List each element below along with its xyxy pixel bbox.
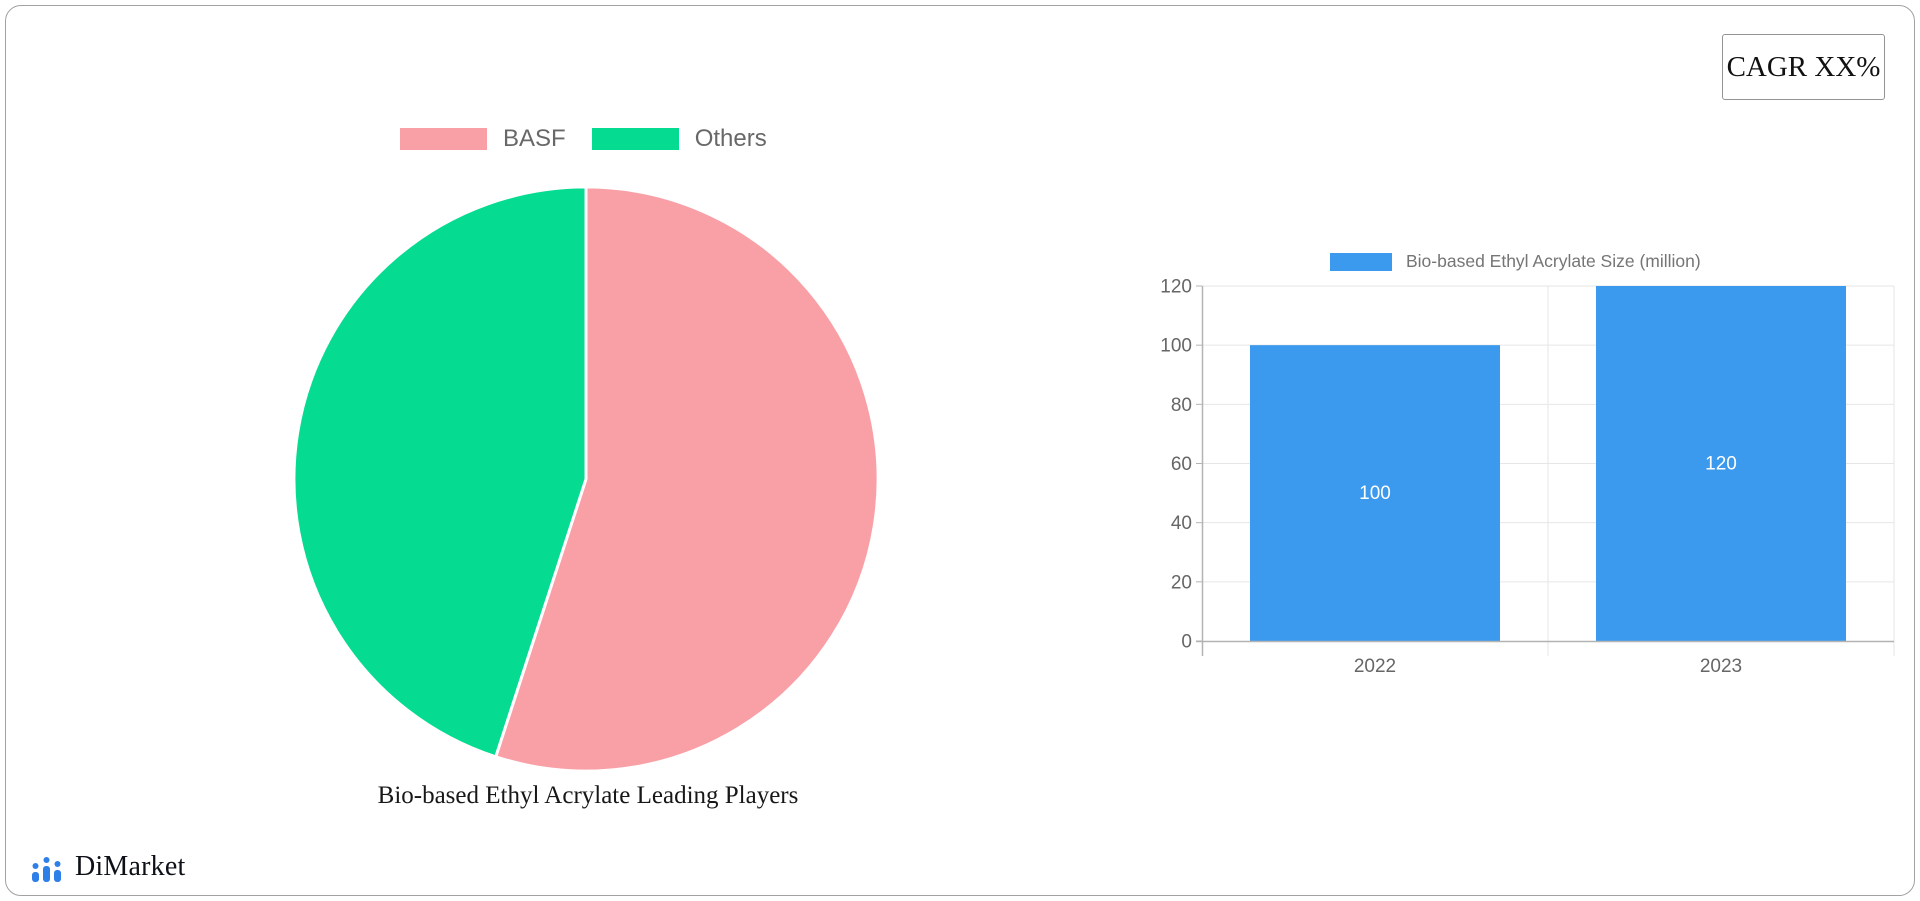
legend-label-others[interactable]: Others <box>694 125 767 152</box>
bar-2023[interactable] <box>1596 286 1846 641</box>
watermark-logo: DiMarket <box>30 850 185 884</box>
outer-border-frame <box>5 5 1915 896</box>
pie-slice-others[interactable] <box>292 185 588 759</box>
pie-chart <box>292 185 880 773</box>
y-tick-label: 0 <box>1181 632 1192 653</box>
y-tick-label: 40 <box>1171 513 1192 534</box>
legend-swatch-others[interactable] <box>591 128 679 150</box>
pie-chart-title: Bio-based Ethyl Acrylate Leading Players <box>377 782 799 809</box>
bar-legend: Bio-based Ethyl Acrylate Size (million) <box>1330 251 1701 272</box>
x-tick-label: 2022 <box>1354 656 1396 677</box>
logo-bar <box>32 872 39 882</box>
y-tick-label: 60 <box>1171 454 1192 475</box>
mini-bar-chart-icon <box>32 857 61 882</box>
legend-swatch-series[interactable] <box>1330 252 1392 271</box>
legend-label-basf[interactable]: BASF <box>503 125 566 152</box>
bar-chart: 100 2022 120 2023 0 20 40 60 80 100 120 <box>1160 277 1895 677</box>
pie-slice-basf[interactable] <box>494 185 880 773</box>
logo-dot <box>32 863 39 869</box>
pie-legend: BASF Others <box>400 125 767 153</box>
bar-value-label: 100 <box>1359 483 1391 504</box>
logo-dot <box>43 857 50 863</box>
bar-value-label: 120 <box>1705 454 1737 475</box>
logo-bar <box>43 866 50 882</box>
logo-dot <box>54 861 61 867</box>
y-tick-label: 20 <box>1171 572 1192 593</box>
cagr-label: CAGR XX% <box>1726 50 1881 83</box>
bar-2022[interactable] <box>1250 345 1500 641</box>
legend-swatch-basf[interactable] <box>400 128 487 150</box>
legend-label-series[interactable]: Bio-based Ethyl Acrylate Size (million) <box>1406 251 1701 271</box>
cagr-badge: CAGR XX% <box>1722 34 1885 100</box>
logo-bar <box>54 870 61 882</box>
x-tick-label: 2023 <box>1700 656 1742 677</box>
y-tick-label: 100 <box>1160 336 1192 357</box>
y-tick-label: 80 <box>1171 395 1192 416</box>
logo-text: DiMarket <box>75 851 186 882</box>
y-tick-label: 120 <box>1160 277 1192 298</box>
